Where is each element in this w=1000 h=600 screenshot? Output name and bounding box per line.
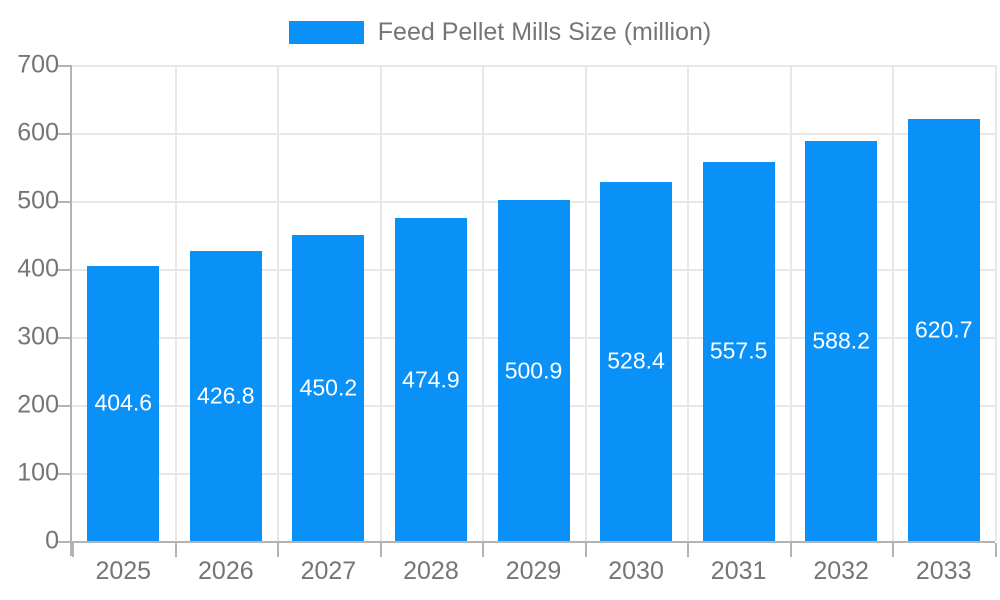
y-tick-label: 600 (17, 118, 59, 147)
bar[interactable]: 426.8 (189, 250, 262, 541)
bar[interactable]: 474.9 (394, 218, 467, 541)
y-axis-line (70, 65, 72, 556)
v-gridline (892, 65, 895, 541)
legend[interactable]: Feed Pellet Mills Size (million) (0, 18, 1000, 47)
bar[interactable]: 450.2 (292, 234, 365, 541)
x-tick-label: 2032 (813, 557, 869, 585)
h-gridline (72, 65, 995, 67)
y-tick-label: 400 (17, 254, 59, 283)
bar-value-label: 557.5 (709, 337, 768, 364)
y-axis-tick (58, 133, 70, 135)
legend-label: Feed Pellet Mills Size (million) (377, 18, 712, 46)
bar-value-label: 620.7 (914, 316, 973, 343)
x-axis-tick (174, 543, 177, 557)
plot-area: 404.6 426.8 450.2 474.9 500.9 528.4 557.5 588.2… (17, 51, 997, 585)
bar[interactable]: 588.2 (805, 141, 878, 541)
y-tick-label: 500 (17, 186, 59, 215)
legend-swatch (288, 21, 364, 44)
x-tick-label: 2025 (95, 557, 152, 585)
h-gridline (72, 133, 995, 135)
bar-value-label: 588.2 (812, 327, 870, 354)
v-gridline (789, 65, 792, 541)
x-axis-tick (379, 543, 382, 557)
v-gridline (379, 65, 382, 541)
v-gridline (277, 65, 280, 541)
y-axis-tick (58, 65, 70, 67)
y-axis-tick (58, 337, 70, 339)
x-tick-label: 2026 (198, 557, 254, 585)
x-tick-label: 2031 (710, 557, 767, 585)
y-tick-label: 200 (17, 390, 59, 419)
x-axis-tick (789, 543, 792, 557)
x-axis-tick (482, 543, 485, 557)
x-tick-label: 2027 (300, 557, 357, 585)
x-tick-label: 2030 (608, 557, 664, 585)
bar-value-label: 500.9 (504, 357, 563, 384)
bar[interactable]: 500.9 (497, 200, 570, 541)
y-axis-tick (58, 473, 70, 475)
bar-value-label: 426.8 (197, 382, 255, 409)
y-tick-label: 700 (17, 50, 59, 79)
bar[interactable]: 557.5 (702, 161, 775, 541)
y-axis-tick (58, 201, 70, 203)
bar-value-label: 450.2 (299, 374, 358, 401)
v-gridline (995, 65, 997, 541)
y-axis-tick (58, 269, 70, 271)
x-axis-tick (584, 543, 587, 557)
bar[interactable]: 404.6 (87, 265, 160, 541)
bar[interactable]: 620.7 (907, 118, 980, 541)
v-gridline (687, 65, 690, 541)
x-axis-tick (995, 543, 997, 557)
y-tick-label: 100 (17, 458, 59, 487)
y-tick-label: 0 (45, 526, 59, 555)
bar[interactable]: 528.4 (600, 181, 673, 541)
v-gridline (584, 65, 587, 541)
x-axis-line (56, 541, 995, 543)
x-tick-label: 2033 (915, 557, 972, 585)
v-gridline (482, 65, 485, 541)
x-axis-tick (277, 543, 280, 557)
y-axis-tick (58, 541, 70, 543)
bar-value-label: 528.4 (607, 347, 665, 374)
x-axis-tick (892, 543, 895, 557)
x-tick-label: 2029 (505, 557, 562, 585)
bar-value-label: 474.9 (402, 366, 460, 393)
v-gridline (174, 65, 177, 541)
y-tick-label: 300 (17, 322, 59, 351)
y-axis-tick (58, 405, 70, 407)
bar-value-label: 404.6 (94, 389, 153, 416)
x-axis-tick (72, 543, 74, 557)
x-tick-label: 2028 (403, 557, 459, 585)
x-axis-tick (687, 543, 690, 557)
